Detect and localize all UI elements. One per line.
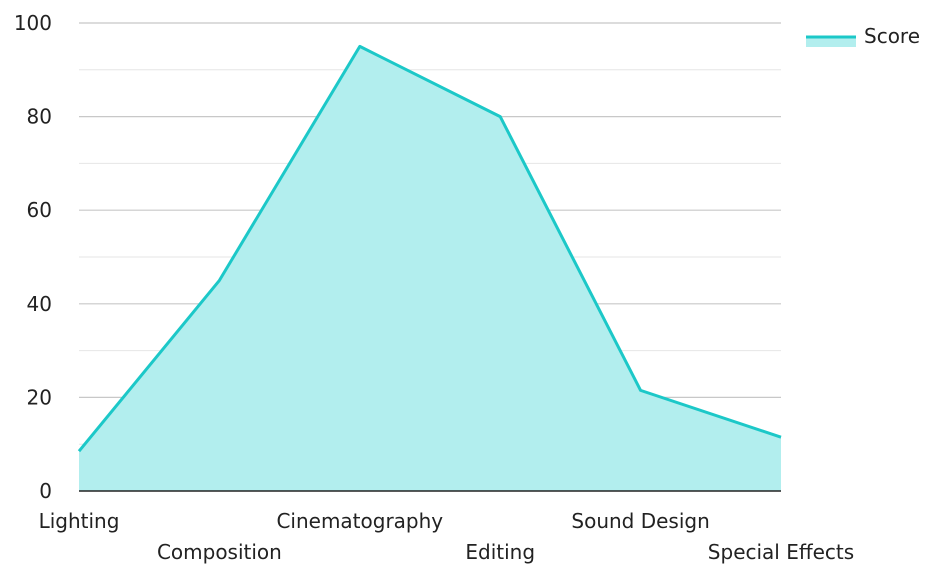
x-tick-label: Cinematography (276, 509, 443, 533)
series-score-area (79, 46, 781, 492)
x-tick-label: Lighting (39, 509, 120, 533)
x-tick-label: Editing (465, 540, 535, 564)
y-tick-label: 80 (27, 105, 52, 129)
x-tick-label: Sound Design (571, 509, 709, 533)
legend-label-score: Score (864, 24, 920, 48)
y-tick-label: 0 (39, 479, 52, 503)
x-axis-ticks: Lighting Composition Cinematography Editing… (39, 509, 855, 564)
y-axis-ticks: 0 20 40 60 80 100 (14, 11, 52, 503)
y-tick-label: 60 (27, 198, 52, 222)
legend: Score (806, 24, 920, 48)
y-tick-label: 100 (14, 11, 52, 35)
series-score-line (77, 44, 782, 453)
y-tick-label: 40 (27, 292, 52, 316)
x-tick-label: Special Effects (708, 540, 854, 564)
y-tick-label: 20 (27, 385, 52, 409)
x-tick-label: Composition (157, 540, 282, 564)
legend-swatch-score (806, 36, 856, 47)
